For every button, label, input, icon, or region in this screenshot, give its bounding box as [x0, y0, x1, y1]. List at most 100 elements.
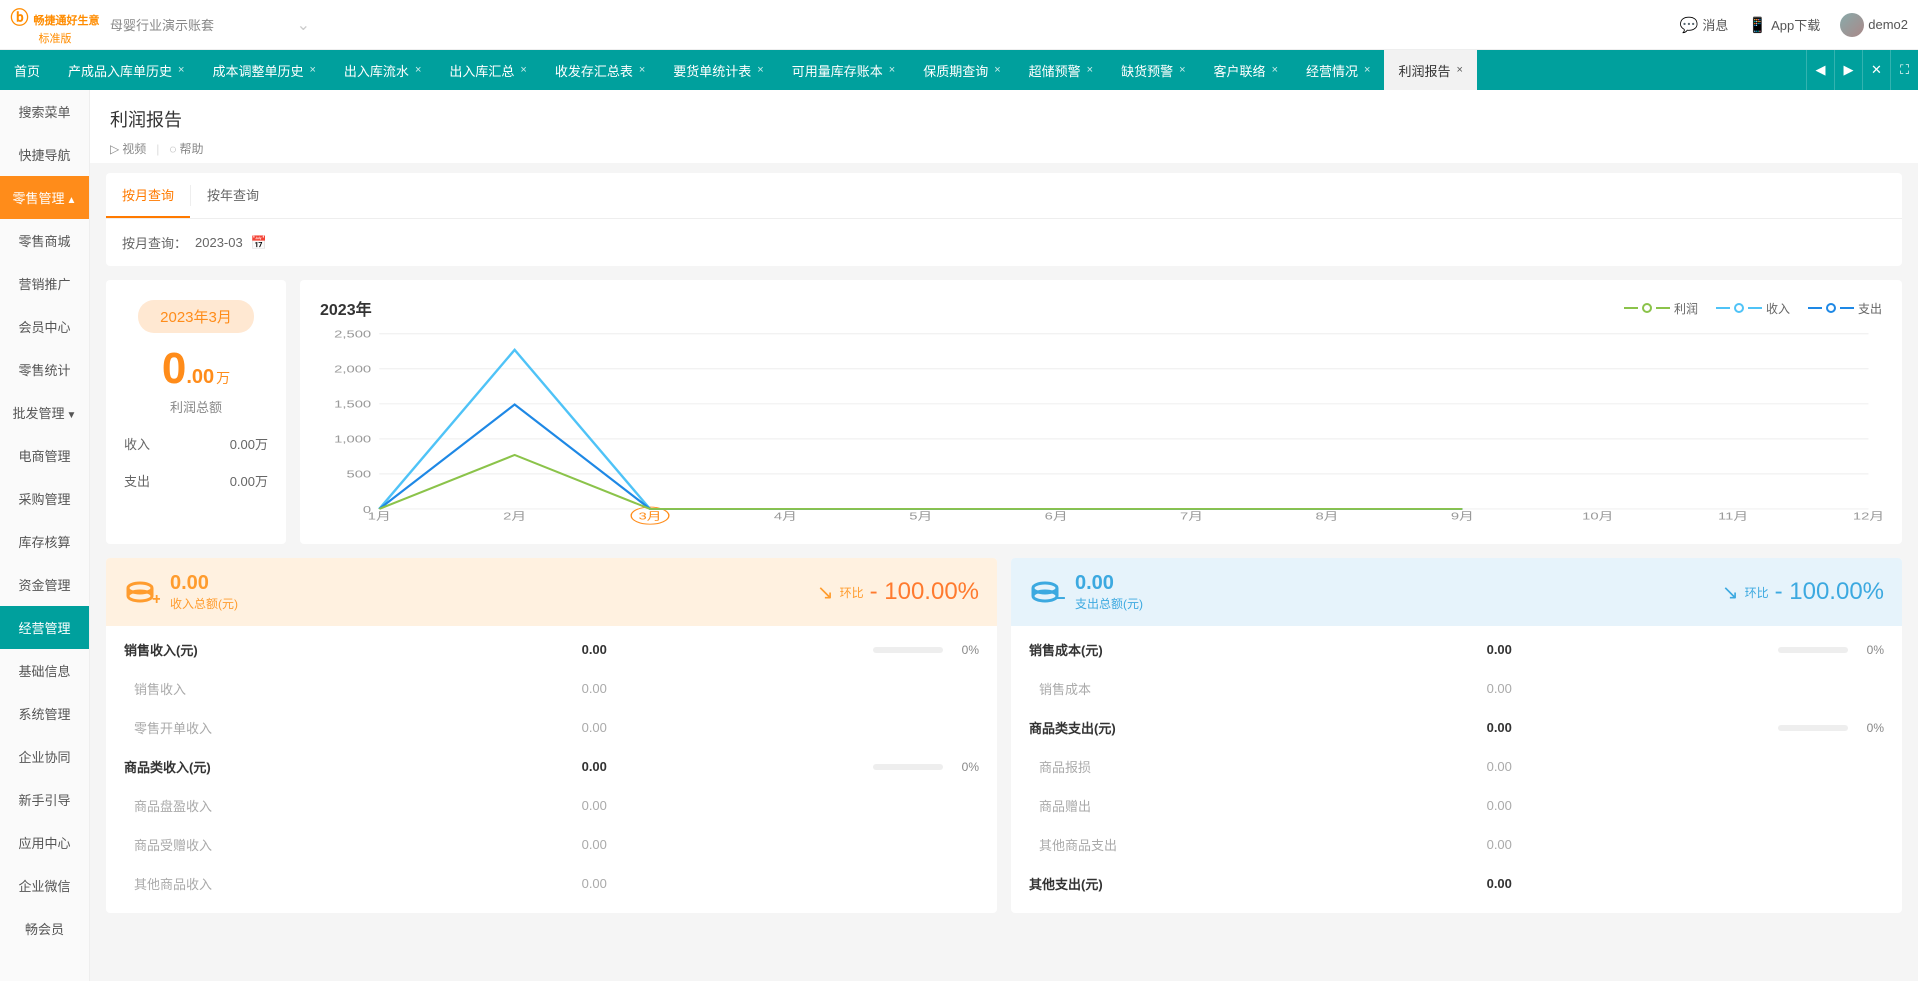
- svg-text:5月: 5月: [909, 510, 932, 522]
- sidebar-item-快捷导航[interactable]: 快捷导航: [0, 133, 89, 176]
- sidebar-item-企业微信[interactable]: 企业微信: [0, 864, 89, 907]
- summary-profit-label: 利润总额: [170, 397, 222, 416]
- sidebar-item-经营管理[interactable]: 经营管理: [0, 606, 89, 649]
- tab-利润报告[interactable]: 利润报告×: [1384, 50, 1476, 90]
- row-商品类支出(元): 商品类支出(元)0.000%: [1029, 708, 1884, 747]
- tab-经营情况[interactable]: 经营情况×: [1292, 50, 1384, 90]
- sidebar-item-会员中心[interactable]: 会员中心: [0, 305, 89, 348]
- sidebar-item-零售商城[interactable]: 零售商城: [0, 219, 89, 262]
- close-icon[interactable]: ×: [1087, 64, 1093, 76]
- tab-收发存汇总表[interactable]: 收发存汇总表×: [541, 50, 659, 90]
- tab-超储预警[interactable]: 超储预警×: [1015, 50, 1107, 90]
- logo[interactable]: ⓑ 畅捷通好生意 标准版: [10, 4, 100, 46]
- sidebar-item-批发管理[interactable]: 批发管理▼: [0, 391, 89, 434]
- svg-text:−: −: [1055, 588, 1065, 608]
- tab-客户联络[interactable]: 客户联络×: [1200, 50, 1292, 90]
- sidebar-item-应用中心[interactable]: 应用中心: [0, 821, 89, 864]
- income-icon: +: [124, 574, 160, 610]
- line-chart: 05001,0001,5002,0002,5001月2月3月4月5月6月7月8月…: [320, 328, 1882, 528]
- tab-产成品入库单历史[interactable]: 产成品入库单历史×: [54, 50, 198, 90]
- close-icon[interactable]: ×: [1179, 64, 1185, 76]
- sidebar-item-零售统计[interactable]: 零售统计: [0, 348, 89, 391]
- close-icon[interactable]: ×: [520, 64, 526, 76]
- svg-text:6月: 6月: [1045, 510, 1068, 522]
- video-link[interactable]: ▷视频: [110, 140, 146, 157]
- row-其他商品支出: 其他商品支出0.00: [1029, 825, 1884, 864]
- legend-收入[interactable]: 收入: [1716, 300, 1790, 317]
- sidebar-item-电商管理[interactable]: 电商管理: [0, 434, 89, 477]
- svg-text:1,000: 1,000: [334, 433, 371, 445]
- income-delta: ↘ 环比 - 100.00%: [817, 578, 979, 606]
- help-link[interactable]: ◌帮助: [169, 140, 203, 157]
- income-panel: + 0.00 收入总额(元) ↘ 环比 - 100.00% 销售收入(元)0.0…: [106, 558, 997, 913]
- close-icon[interactable]: ×: [639, 64, 645, 76]
- close-icon[interactable]: ×: [889, 64, 895, 76]
- fullscreen-toggle[interactable]: ⛶: [1890, 50, 1918, 90]
- svg-text:4月: 4月: [774, 510, 797, 522]
- row-商品类收入(元): 商品类收入(元)0.000%: [124, 747, 979, 786]
- tab-出入库流水[interactable]: 出入库流水×: [330, 50, 435, 90]
- username: demo2: [1868, 17, 1908, 32]
- sidebar-item-零售管理[interactable]: 零售管理▲: [0, 176, 89, 219]
- tab-保质期查询[interactable]: 保质期查询×: [909, 50, 1014, 90]
- expense-total: 0.00: [1075, 572, 1143, 595]
- avatar-icon: [1840, 13, 1864, 37]
- tab-缺货预警[interactable]: 缺货预警×: [1107, 50, 1199, 90]
- tab-成本调整单历史[interactable]: 成本调整单历史×: [198, 50, 329, 90]
- summary-card: 2023年3月 0.00万 利润总额 收入0.00万支出0.00万: [106, 280, 286, 544]
- calendar-icon[interactable]: 📅: [251, 235, 267, 251]
- query-value[interactable]: 2023-03: [195, 235, 243, 250]
- sidebar-item-采购管理[interactable]: 采购管理: [0, 477, 89, 520]
- tabs-scroll-right[interactable]: ▶: [1834, 50, 1862, 90]
- summary-支出: 支出0.00万: [118, 471, 274, 490]
- chevron-icon: ▲: [67, 195, 77, 206]
- tabs-close-all[interactable]: ✕: [1862, 50, 1890, 90]
- close-icon[interactable]: ×: [178, 64, 184, 76]
- sidebar-item-资金管理[interactable]: 资金管理: [0, 563, 89, 606]
- svg-text:2,500: 2,500: [334, 328, 371, 340]
- svg-text:500: 500: [346, 468, 371, 480]
- row-商品盘盈收入: 商品盘盈收入0.00: [124, 786, 979, 825]
- account-selector[interactable]: 母婴行业演示账套: [110, 15, 310, 34]
- sidebar-item-系统管理[interactable]: 系统管理: [0, 692, 89, 735]
- messages-button[interactable]: 💬消息: [1680, 15, 1729, 34]
- user-menu[interactable]: demo2: [1840, 13, 1908, 37]
- svg-text:7月: 7月: [1180, 510, 1203, 522]
- sidebar-item-库存核算[interactable]: 库存核算: [0, 520, 89, 563]
- sidebar-item-基础信息[interactable]: 基础信息: [0, 649, 89, 692]
- legend-利润[interactable]: 利润: [1624, 300, 1698, 317]
- sidebar-item-畅会员[interactable]: 畅会员: [0, 907, 89, 950]
- tab-首页[interactable]: 首页: [0, 50, 54, 90]
- svg-text:10月: 10月: [1582, 510, 1613, 522]
- progress-bar: [1778, 647, 1848, 653]
- top-header: ⓑ 畅捷通好生意 标准版 母婴行业演示账套 💬消息 📱App下载 demo2: [0, 0, 1918, 50]
- tab-要货单统计表[interactable]: 要货单统计表×: [659, 50, 777, 90]
- tab-可用量库存账本[interactable]: 可用量库存账本×: [778, 50, 909, 90]
- sidebar: 搜索菜单快捷导航零售管理▲零售商城营销推广会员中心零售统计批发管理▼电商管理采购…: [0, 90, 90, 981]
- close-icon[interactable]: ×: [757, 64, 763, 76]
- play-icon: ▷: [110, 142, 119, 156]
- query-tab-按年查询[interactable]: 按年查询: [191, 173, 275, 218]
- legend-支出[interactable]: 支出: [1808, 300, 1882, 317]
- tab-出入库汇总[interactable]: 出入库汇总×: [435, 50, 540, 90]
- sidebar-item-新手引导[interactable]: 新手引导: [0, 778, 89, 821]
- progress-bar: [873, 764, 943, 770]
- close-icon[interactable]: ×: [1456, 64, 1462, 76]
- svg-text:2,000: 2,000: [334, 363, 371, 375]
- app-download-button[interactable]: 📱App下载: [1748, 15, 1820, 34]
- close-icon[interactable]: ×: [1272, 64, 1278, 76]
- close-icon[interactable]: ×: [309, 64, 315, 76]
- sidebar-item-搜索菜单[interactable]: 搜索菜单: [0, 90, 89, 133]
- row-商品赠出: 商品赠出0.00: [1029, 786, 1884, 825]
- query-tab-按月查询[interactable]: 按月查询: [106, 173, 190, 218]
- messages-icon: 💬: [1680, 16, 1699, 34]
- tabs-scroll-left[interactable]: ◀: [1806, 50, 1834, 90]
- trend-down-icon: ↘: [817, 580, 834, 605]
- progress-bar: [873, 647, 943, 653]
- sidebar-item-营销推广[interactable]: 营销推广: [0, 262, 89, 305]
- sidebar-item-企业协同[interactable]: 企业协同: [0, 735, 89, 778]
- close-icon[interactable]: ×: [994, 64, 1000, 76]
- chart-legend: 利润 收入 支出: [1624, 300, 1882, 317]
- close-icon[interactable]: ×: [415, 64, 421, 76]
- close-icon[interactable]: ×: [1364, 64, 1370, 76]
